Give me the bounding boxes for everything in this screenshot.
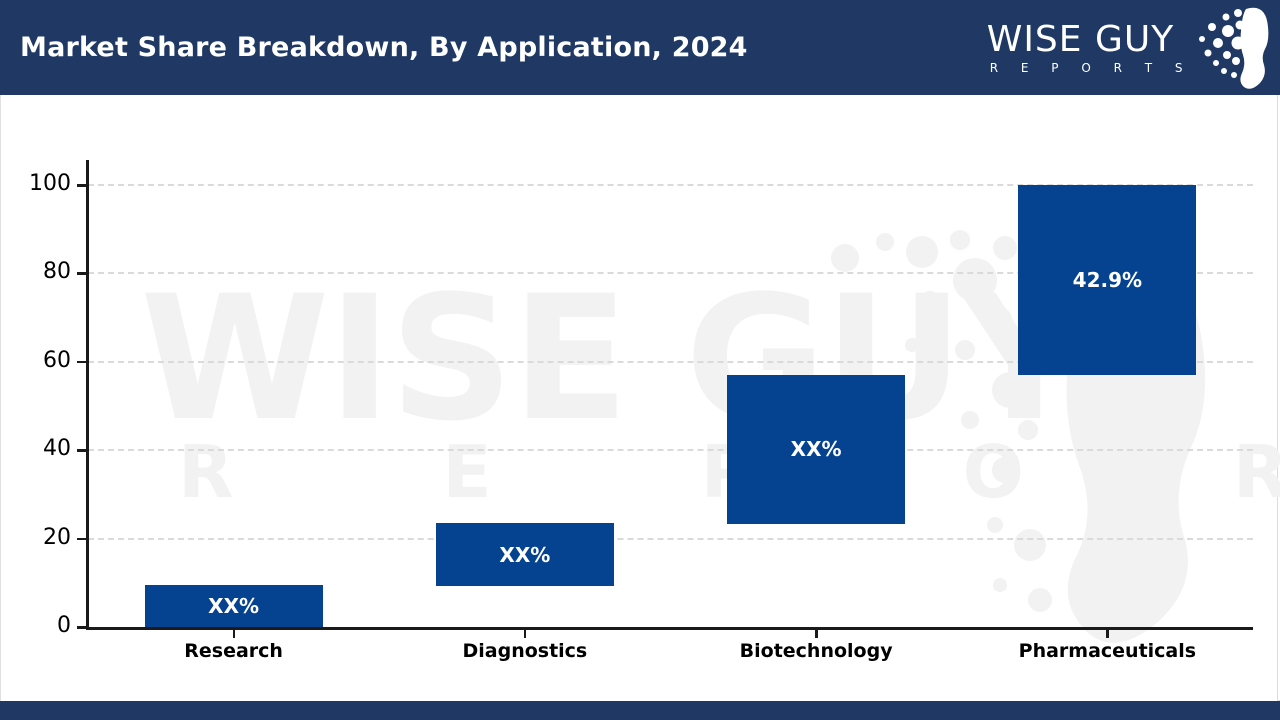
chart-title: Market Share Breakdown, By Application, … — [20, 32, 748, 63]
header-bar: Market Share Breakdown, By Application, … — [0, 0, 1280, 95]
y-tick-60 — [77, 360, 86, 364]
logo-wiseguy-text: WISE GUY — [986, 18, 1175, 60]
y-axis-label-0: 0 — [57, 613, 71, 638]
logo-reports-text: R E P O R T S — [989, 60, 1192, 75]
gridline-20 — [88, 537, 1253, 540]
x-tick-pharmaceuticals — [1106, 629, 1109, 638]
x-tick-biotechnology — [815, 629, 818, 638]
x-axis-label-research: Research — [184, 640, 283, 662]
x-axis-label-pharmaceuticals: Pharmaceuticals — [1018, 640, 1197, 662]
bar-value-label: XX% — [499, 542, 551, 567]
gridline-40 — [88, 449, 1253, 452]
y-tick-40 — [77, 449, 86, 452]
x-tick-research — [232, 629, 236, 638]
y-axis-label-80: 80 — [43, 259, 71, 285]
x-axis-line — [86, 627, 1253, 630]
x-axis-label-biotechnology: Biotechnology — [739, 640, 893, 662]
bar-pharmaceuticals: 42.9% — [1018, 185, 1197, 375]
bar-value-label: XX% — [208, 593, 260, 618]
y-axis-label-100: 100 — [29, 171, 71, 196]
bar-diagnostics: XX% — [435, 523, 614, 586]
x-axis-label-diagnostics: Diagnostics — [462, 640, 588, 662]
footer-bar — [0, 701, 1280, 720]
bar-value-label: 42.9% — [1072, 267, 1143, 292]
gridline-80 — [88, 272, 1253, 275]
bar-biotechnology: XX% — [727, 374, 906, 524]
y-tick-100 — [77, 184, 86, 187]
bar-value-label: XX% — [790, 437, 842, 462]
y-axis-label-40: 40 — [43, 436, 71, 462]
y-axis-label-60: 60 — [43, 347, 71, 373]
y-tick-80 — [77, 272, 86, 275]
logo-face-icon — [1199, 7, 1269, 89]
y-axis-label-20: 20 — [43, 524, 71, 550]
plot-area: XX% XX% XX% 42.9% — [88, 184, 1253, 627]
bar-research: XX% — [144, 585, 323, 627]
x-tick-diagnostics — [523, 629, 527, 638]
brand-logo: WISE GUY R E P O R T S — [987, 0, 1272, 95]
y-tick-20 — [77, 537, 86, 541]
gridline-100 — [88, 184, 1253, 186]
y-axis-line — [86, 160, 89, 629]
gridline-60 — [88, 360, 1253, 363]
y-tick-0 — [77, 626, 86, 629]
